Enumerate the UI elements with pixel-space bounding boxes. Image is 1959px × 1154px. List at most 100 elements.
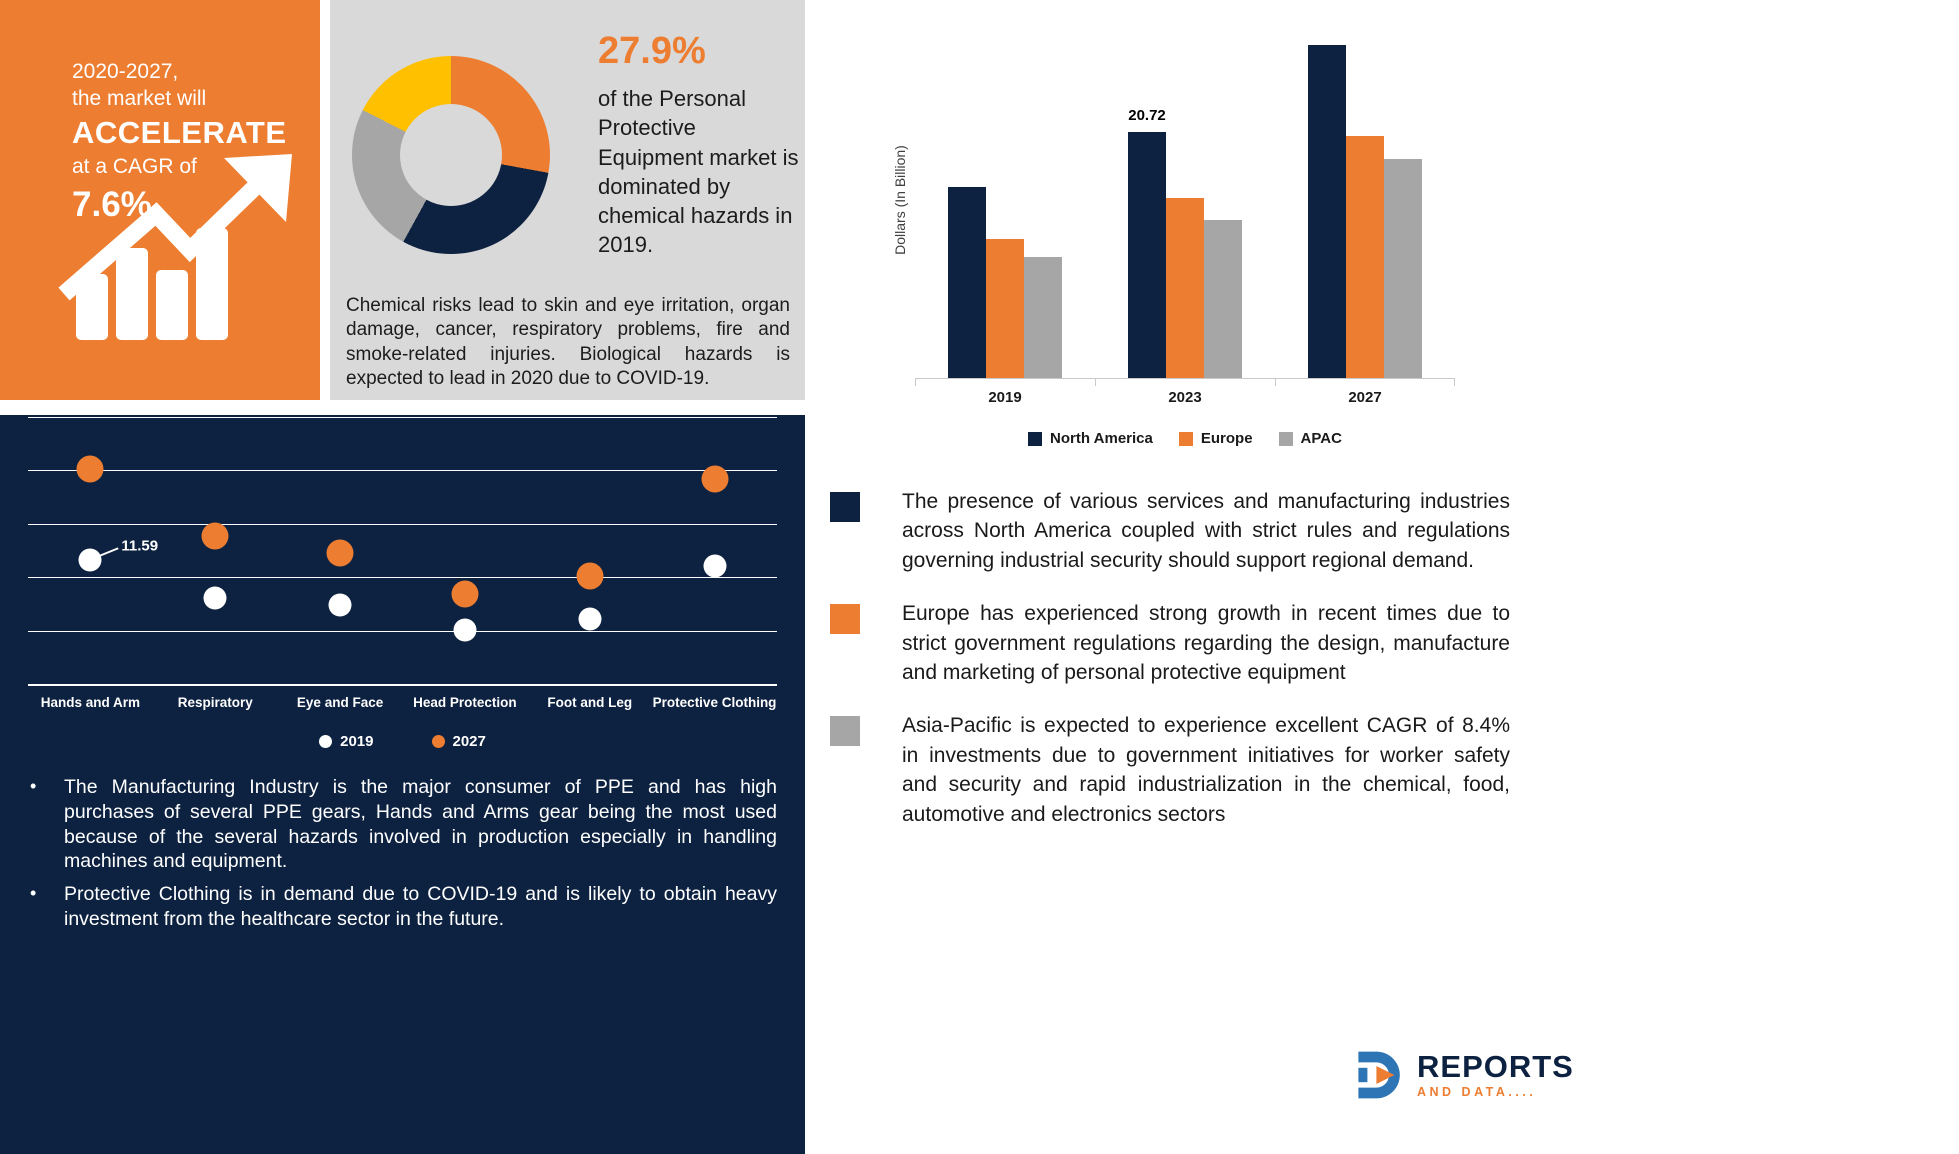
- cagr-text-block: 2020-2027, the market will ACCELERATE at…: [72, 58, 287, 228]
- chemical-hazards-card: 27.9% of the Personal Protective Equipme…: [330, 0, 805, 400]
- bar-north-america-2019: [948, 186, 986, 378]
- dot-2027-foot-and-leg: [576, 562, 604, 590]
- bar-chart-plot: 20.72: [915, 23, 1455, 386]
- dot-category-head-protection: Head Protection: [413, 695, 517, 710]
- bar-apac-2027: [1384, 158, 1422, 378]
- dot-plot-gridline: [28, 630, 777, 632]
- bar-group-2019: [948, 186, 1062, 378]
- chemical-hazard-stat: 27.9%: [598, 30, 706, 72]
- dot-2027-hands-and-arm: [76, 455, 104, 483]
- hazard-share-donut-chart: [352, 56, 550, 254]
- bar-chart-xlabels: 2019 2023 2027: [915, 389, 1455, 406]
- region-bullet-text: Asia-Pacific is expected to experience e…: [902, 714, 1510, 826]
- dot-label-leader: [99, 547, 120, 557]
- dot-plot-categories: Hands and Arm Respiratory Eye and Face Head…: [28, 684, 777, 710]
- navy-bullet-list: • The Manufacturing Industry is the major…: [30, 775, 777, 940]
- donut-hole: [400, 104, 502, 206]
- ppe-bullet-item: • The Manufacturing Industry is the major…: [30, 775, 777, 874]
- bullet-text: Protective Clothing is in demand due to …: [64, 883, 777, 930]
- bar-legend-europe: Europe: [1178, 430, 1253, 447]
- legend-dot-swatch: [431, 735, 445, 748]
- dot-2019-protective-clothing: [703, 554, 727, 577]
- region-bullet-item: Europe has experienced strong growth in …: [830, 599, 1510, 687]
- ppe-bullet-item: • Protective Clothing is in demand due to…: [30, 882, 777, 932]
- dot-category-protective-clothing: Protective Clothing: [652, 695, 777, 710]
- bullet-marker: •: [30, 776, 37, 796]
- region-bullet-swatch: [830, 716, 860, 747]
- bar-north-america-2023: 20.72: [1128, 107, 1166, 378]
- dot-2019-respiratory: [203, 586, 227, 609]
- bar-group-2023: 20.72: [1128, 107, 1242, 378]
- bar-europe-2019: [986, 239, 1024, 378]
- bar-xlabel-2019: 2019: [988, 389, 1022, 406]
- bar-xlabel-2027: 2027: [1348, 389, 1382, 406]
- bar-apac-2023: [1204, 220, 1242, 378]
- region-bullet-swatch: [830, 492, 860, 522]
- dot-legend-2027: 2027: [431, 733, 486, 750]
- dot-2019-foot-and-leg: [578, 607, 602, 631]
- bar-chart-y-axis-label: Dollars (In Billion): [892, 145, 908, 255]
- legend-label: North America: [1050, 430, 1153, 447]
- dot-2027-eye-and-face: [326, 539, 354, 567]
- bar-north-america-2027: [1308, 44, 1346, 378]
- cagr-card: 2020-2027, the market will ACCELERATE at…: [0, 0, 320, 400]
- reports-and-data-logo: REPORTS AND DATA....: [1353, 1048, 1574, 1102]
- bar-apac-2019: [1024, 257, 1062, 378]
- chemical-hazard-body-text: Chemical risks lead to skin and eye irri…: [346, 295, 790, 389]
- dot-plot-gridline: [28, 417, 777, 418]
- region-bullet-list: The presence of various services and man…: [830, 487, 1510, 853]
- reports-and-data-logo-icon: [1358, 1051, 1400, 1099]
- legend-label: 2019: [340, 733, 374, 750]
- chemical-hazard-stat-text: of the Personal Protective Equipment mar…: [598, 86, 799, 258]
- legend-label: Europe: [1200, 430, 1253, 447]
- cagr-line4: at a CAGR of: [72, 154, 197, 178]
- dot-2027-head-protection: [451, 580, 479, 608]
- dot-data-label: 11.59: [121, 537, 159, 555]
- legend-label: 2027: [452, 733, 486, 750]
- dot-plot-gridline: [28, 523, 777, 525]
- dot-2019-head-protection: [453, 618, 477, 641]
- bar-axis-tick: [1275, 378, 1277, 386]
- bar-legend-north-america: North America: [1028, 430, 1153, 447]
- bar-legend-apac: APAC: [1278, 430, 1342, 447]
- cagr-value: 7.6%: [72, 185, 152, 225]
- bar-europe-2023: [1166, 197, 1204, 378]
- cagr-period: 2020-2027,: [72, 60, 179, 83]
- region-bullet-swatch: [830, 604, 860, 635]
- dot-category-respiratory: Respiratory: [177, 695, 253, 710]
- bar-chart-legend: North America Europe APAC: [915, 430, 1455, 447]
- dot-plot-gridline: [28, 577, 777, 579]
- bar-axis-tick: [1454, 378, 1455, 386]
- bullet-marker: •: [30, 883, 37, 903]
- logo-subtext: AND DATA....: [1417, 1085, 1537, 1099]
- ppe-types-panel: 11.59 Hands and Arm Respiratory Eye and Fa…: [0, 415, 805, 1154]
- bar-xlabel-2023: 2023: [1168, 389, 1202, 406]
- logo-name: REPORTS: [1417, 1049, 1574, 1084]
- dot-2019-eye-and-face: [328, 593, 352, 617]
- legend-label: APAC: [1300, 430, 1342, 447]
- bar-group-2027: [1308, 44, 1422, 378]
- logo-text-block: REPORTS AND DATA....: [1417, 1051, 1574, 1099]
- legend-swatch: [1178, 431, 1193, 446]
- region-bullet-text: The presence of various services and man…: [902, 490, 1510, 572]
- bar-data-label: 20.72: [1128, 107, 1166, 125]
- dot-2027-respiratory: [201, 522, 229, 549]
- legend-swatch: [1028, 431, 1043, 446]
- dot-plot-gridline: [28, 470, 777, 472]
- region-bullet-text: Europe has experienced strong growth in …: [902, 602, 1510, 684]
- region-bullet-item: The presence of various services and man…: [830, 487, 1510, 575]
- bar-axis-tick: [1094, 378, 1096, 386]
- dot-2027-protective-clothing: [701, 465, 729, 493]
- growth-arrow-icon: [58, 154, 292, 340]
- dot-2019-hands-and-arm: [78, 548, 102, 572]
- cagr-highlight: ACCELERATE: [72, 114, 287, 150]
- bar-europe-2027: [1346, 135, 1384, 378]
- bullet-text: The Manufacturing Industry is the major …: [64, 776, 777, 873]
- cagr-line2: the market will: [72, 87, 207, 111]
- region-bullet-item: Asia-Pacific is expected to experience e…: [830, 711, 1510, 829]
- dot-plot-area: 11.59: [28, 417, 777, 684]
- dot-category-eye-and-face: Eye and Face: [296, 695, 384, 710]
- dot-category-hands-and-arm: Hands and Arm: [40, 695, 141, 710]
- legend-dot-swatch: [319, 735, 333, 748]
